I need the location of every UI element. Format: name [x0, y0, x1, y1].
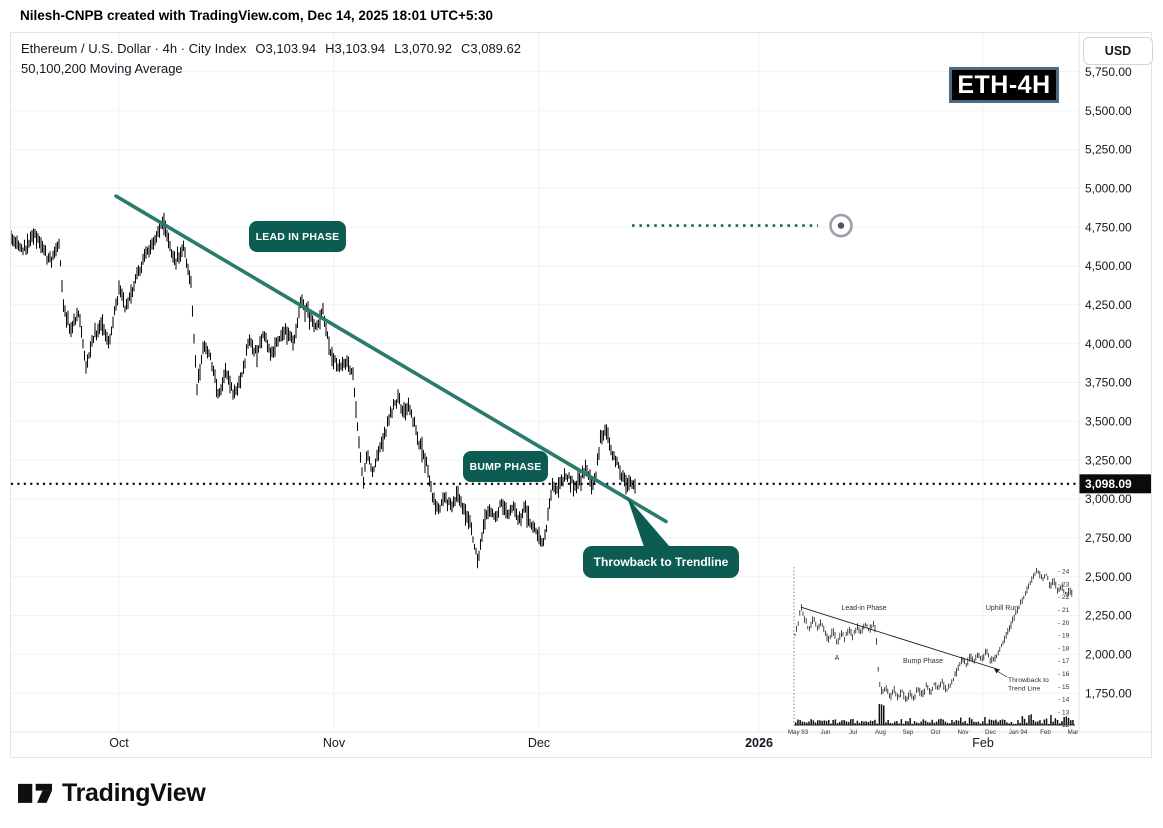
svg-text:Trend Line: Trend Line [1008, 686, 1040, 693]
svg-text:Bump Phase: Bump Phase [903, 658, 943, 665]
time-axis-label: 2026 [745, 736, 773, 750]
price-tick: 3,750.00 [1085, 376, 1132, 390]
price-tick: 2,000.00 [1085, 648, 1132, 662]
bump-and-run-reference-figure: Lead-in Phase Bump Phase Uphill Run A Throwb… [788, 567, 1078, 736]
downtrend-trendline [114, 194, 668, 524]
tradingview-logo-icon[interactable] [18, 778, 52, 808]
svg-text:- 21: - 21 [1058, 607, 1070, 614]
svg-text:- 23: - 23 [1058, 581, 1070, 588]
price-tick: 5,500.00 [1085, 104, 1132, 118]
price-tick: 2,750.00 [1085, 531, 1132, 545]
currency-toggle-button[interactable]: USD [1083, 37, 1153, 65]
svg-text:Dec: Dec [985, 729, 996, 736]
ohlc-open: O3,103.94 [255, 41, 317, 56]
svg-text:Throwback to: Throwback to [1008, 677, 1049, 684]
price-tick: 5,000.00 [1085, 182, 1132, 196]
price-tick: 4,500.00 [1085, 259, 1132, 273]
annotation-lead-in-phase[interactable]: LEAD IN PHASE [249, 221, 346, 252]
symbol-title[interactable]: Ethereum / U.S. Dollar · 4h · City Index [21, 41, 247, 56]
svg-text:Mar: Mar [1068, 729, 1078, 736]
last-price-tag-text: 3,098.09 [1085, 477, 1132, 491]
chart-grid [11, 33, 1079, 732]
svg-text:Nov: Nov [957, 729, 969, 736]
throwback-callout-pointer [627, 497, 670, 547]
price-tick: 5,750.00 [1085, 65, 1132, 79]
main-chart-pane[interactable]: 5,750.00 5,500.00 5,250.00 5,000.00 4,750.00… [11, 33, 1151, 757]
symbol-badge: ETH-4H [949, 67, 1059, 103]
time-axis-label: Oct [109, 736, 129, 750]
price-tick: 4,750.00 [1085, 220, 1132, 234]
svg-text:- 15: - 15 [1058, 684, 1070, 691]
svg-text:Feb: Feb [1040, 729, 1051, 736]
chart-axes[interactable]: 5,750.00 5,500.00 5,250.00 5,000.00 4,750.00… [11, 33, 1151, 733]
svg-text:Lead-in Phase: Lead-in Phase [841, 605, 886, 612]
price-tick: 4,250.00 [1085, 298, 1132, 312]
svg-text:- 14: - 14 [1058, 697, 1070, 704]
tradingview-brand-text[interactable]: TradingView [62, 778, 206, 807]
target-marker-dot [837, 222, 845, 229]
price-tick: 3,000.00 [1085, 492, 1132, 506]
svg-text:Oct: Oct [931, 729, 941, 736]
svg-text:Sep: Sep [902, 729, 914, 736]
chart-drawings[interactable] [11, 194, 1079, 547]
annotation-bump-phase[interactable]: BUMP PHASE [463, 451, 548, 482]
price-tick: 1,750.00 [1085, 686, 1132, 700]
price-tick: 4,000.00 [1085, 337, 1132, 351]
price-tick: 2,250.00 [1085, 609, 1132, 623]
svg-text:- 20: - 20 [1058, 620, 1070, 627]
svg-text:Jul: Jul [849, 729, 857, 736]
price-tick: 3,250.00 [1085, 453, 1132, 467]
svg-text:Uphill Run: Uphill Run [986, 605, 1018, 612]
svg-text:May 93: May 93 [788, 729, 809, 736]
svg-text:- 17: - 17 [1058, 658, 1070, 665]
chart-legend: Ethereum / U.S. Dollar · 4h · City Index… [21, 39, 521, 79]
svg-text:- 24: - 24 [1058, 569, 1070, 576]
ma-legend-row[interactable]: 50,100,200 Moving Average [21, 61, 183, 76]
svg-text:Aug: Aug [875, 729, 887, 736]
ohlc-close: C3,089.62 [460, 41, 521, 56]
svg-text:Jan 94: Jan 94 [1009, 729, 1028, 736]
svg-text:A: A [835, 655, 840, 662]
ohlc-low: L3,070.92 [394, 41, 452, 56]
tradingview-footer: TradingView [18, 774, 206, 812]
time-axis-label: Nov [322, 736, 346, 750]
time-axis-label: Dec [527, 736, 551, 750]
ohlc-high: H3,103.94 [325, 41, 386, 56]
svg-text:- 13: - 13 [1058, 709, 1070, 716]
svg-text:- 12: - 12 [1058, 722, 1070, 729]
symbol-legend-row: Ethereum / U.S. Dollar · 4h · City Index… [21, 39, 521, 59]
price-tick: 3,500.00 [1085, 415, 1132, 429]
annotation-throwback-callout[interactable]: Throwback to Trendline [583, 546, 739, 578]
price-tick: 5,250.00 [1085, 143, 1132, 157]
last-price-tag [1079, 474, 1151, 494]
svg-text:- 22: - 22 [1058, 594, 1070, 601]
svg-text:- 18: - 18 [1058, 645, 1070, 652]
time-axis-label: Feb [972, 736, 994, 750]
chart-widget: 5,750.00 5,500.00 5,250.00 5,000.00 4,750.00… [10, 32, 1153, 758]
svg-text:- 16: - 16 [1058, 671, 1070, 678]
price-tick: 2,500.00 [1085, 570, 1132, 584]
candlestick-series [11, 212, 636, 569]
attribution-text: Nilesh-CNPB created with TradingView.com… [20, 8, 494, 23]
svg-text:Jun: Jun [821, 729, 832, 736]
svg-text:- 19: - 19 [1058, 633, 1070, 640]
